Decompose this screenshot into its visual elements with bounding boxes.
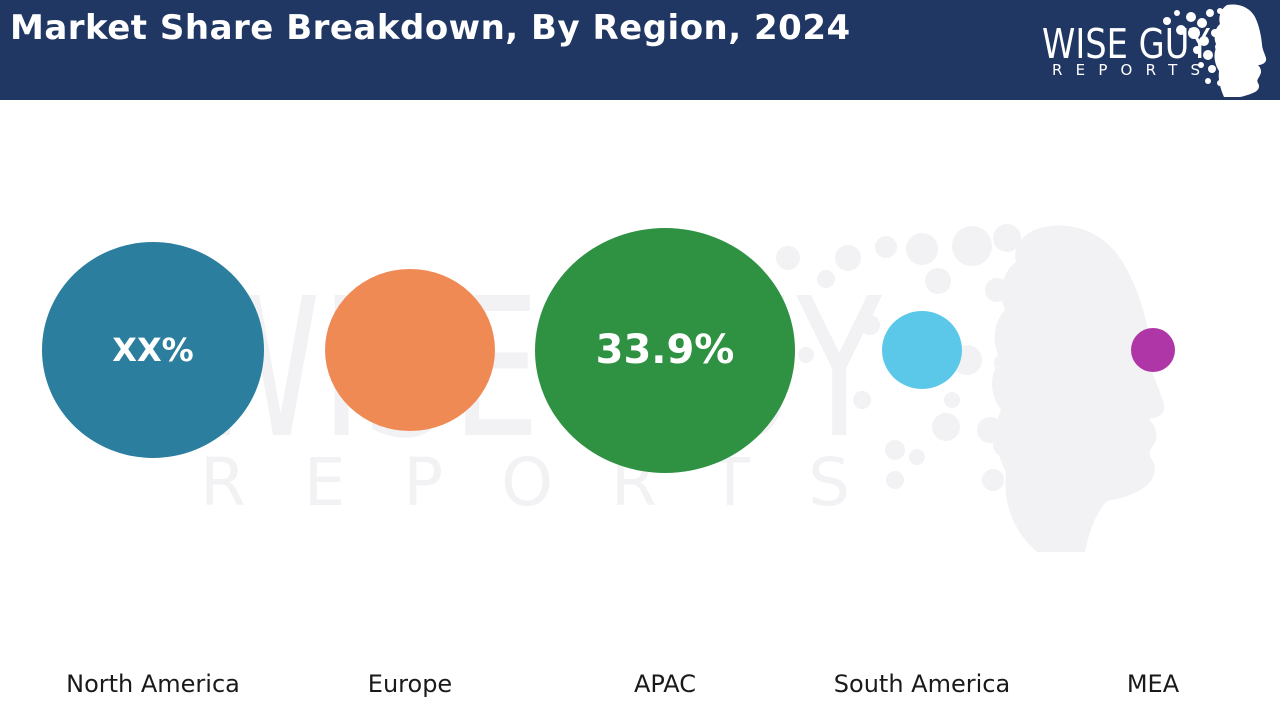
watermark-head-icon [776,224,1165,553]
figure-title: Market Share Breakdown, By Region, 2024 [10,8,851,48]
bubble-apac: 33.9% [535,227,795,473]
wise-guy-logo: WISE GUY REPORTS [1042,4,1267,97]
region-label-mea: MEA [1126,670,1180,698]
region-label-south-america: South America [833,670,1011,698]
bubble-south-america [882,311,962,389]
bubble-mea [1131,328,1175,372]
bubble-value-label: XX% [112,331,194,369]
watermark-subtext: REPORTS [200,444,850,521]
bubble-europe [325,269,495,431]
region-label-europe: Europe [367,670,453,698]
bubble-value-label: 33.9% [595,327,735,373]
header-bar: Market Share Breakdown, By Region, 2024 … [0,0,1280,100]
chart-canvas: WISE GUY REPORTS XX% [0,100,1280,720]
bubble-north-america: XX% [42,242,264,458]
region-label-north-america: North America [66,670,240,698]
region-label-apac: APAC [633,670,697,698]
logo-head-icon [1163,4,1267,97]
